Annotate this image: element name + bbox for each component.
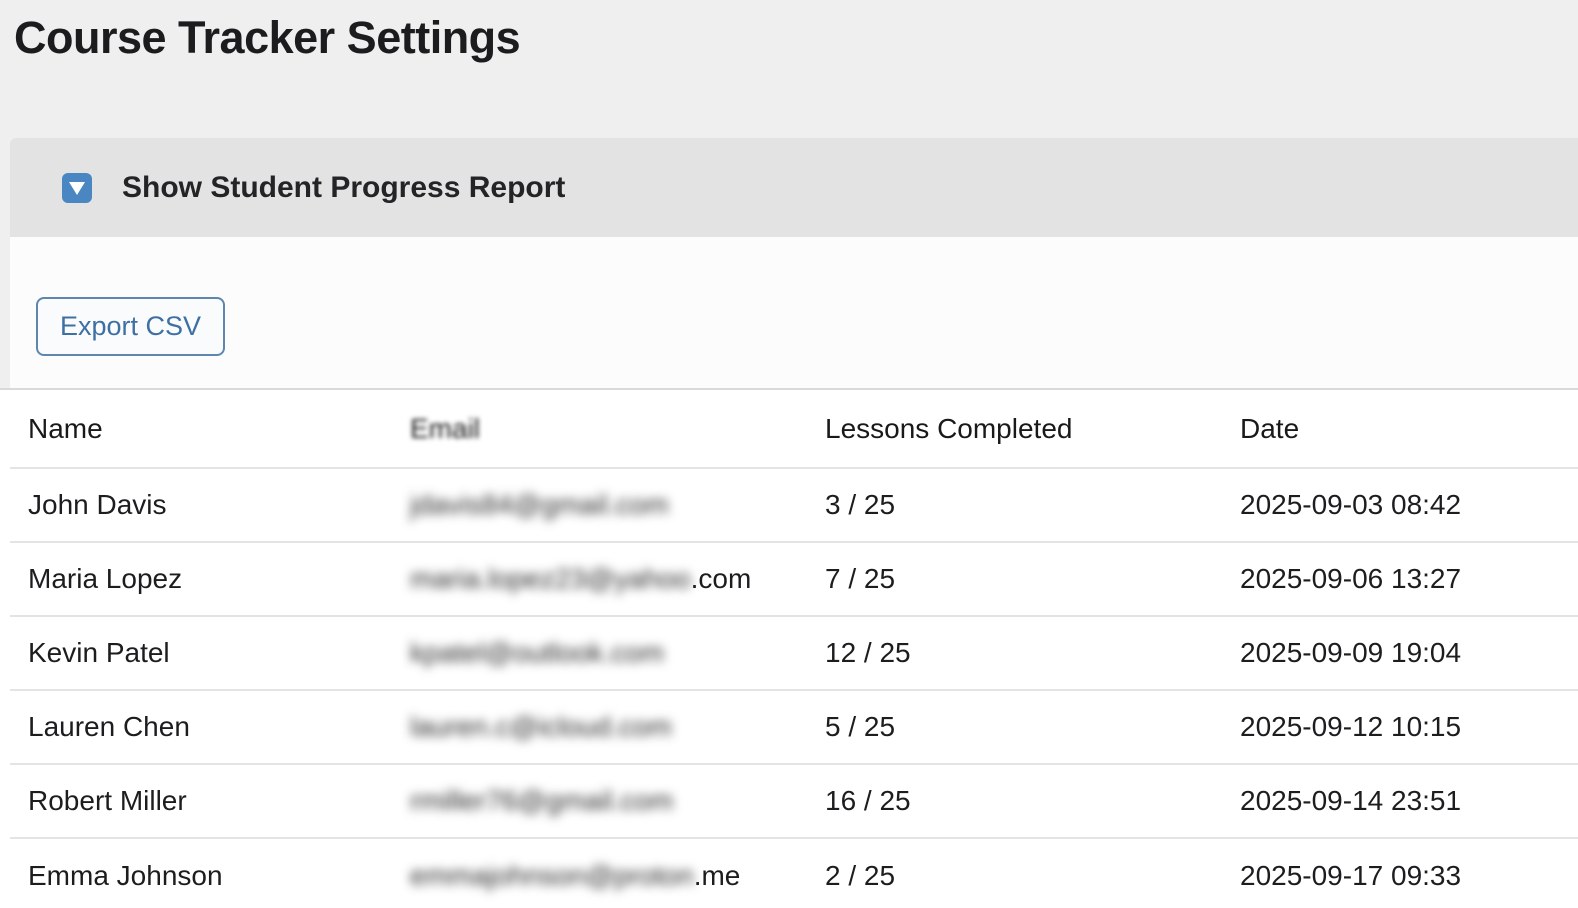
completion-date: 2025-09-06 13:27 <box>1240 563 1462 594</box>
progress-report-accordion-toggle[interactable]: Show Student Progress Report <box>10 138 1578 237</box>
completion-date: 2025-09-09 19:04 <box>1240 637 1462 668</box>
lessons-completed: 16 / 25 <box>825 785 911 816</box>
student-email-redacted: maria.lopez23@yahoo <box>410 563 691 594</box>
student-email-clear: .com <box>690 563 752 594</box>
column-header-email-label: Email <box>410 412 481 444</box>
page-title: Course Tracker Settings <box>14 12 521 63</box>
table-header-row: Name Email Lessons Completed Date <box>10 390 1578 468</box>
table-row: Robert Miller rmiller76@gmail.com 16 / 2… <box>10 764 1578 838</box>
lessons-completed: 7 / 25 <box>825 563 896 594</box>
student-name: John Davis <box>28 489 167 520</box>
table-row: Emma Johnson emmajohnson@proton.me 2 / 2… <box>10 838 1578 908</box>
column-header-email: Email <box>392 390 807 468</box>
student-email: lauren.c@icloud.com <box>392 690 807 764</box>
completion-date: 2025-09-17 09:33 <box>1240 859 1462 891</box>
student-name: Kevin Patel <box>28 637 170 668</box>
completion-date: 2025-09-14 23:51 <box>1240 785 1462 816</box>
report-panel: Export CSV <box>10 237 1578 388</box>
table-row: John Davis jdavis84@gmail.com 3 / 25 202… <box>10 468 1578 542</box>
student-email: maria.lopez23@yahoo.com <box>392 542 807 616</box>
lessons-completed: 5 / 25 <box>825 711 896 742</box>
student-progress-table-section: Name Email Lessons Completed Date John D… <box>0 388 1578 908</box>
table-row: Maria Lopez maria.lopez23@yahoo.com 7 / … <box>10 542 1578 616</box>
student-email-clear: .me <box>693 859 741 891</box>
student-email-redacted: emmajohnson@proton <box>410 859 694 891</box>
student-name: Maria Lopez <box>28 563 183 594</box>
student-email: emmajohnson@proton.me <box>392 838 807 908</box>
student-name: Emma Johnson <box>28 859 223 891</box>
student-email: rmiller76@gmail.com <box>392 764 807 838</box>
column-header-lessons: Lessons Completed <box>825 412 1073 444</box>
column-header-name: Name <box>28 412 103 444</box>
lessons-completed: 12 / 25 <box>825 637 911 668</box>
completion-date: 2025-09-12 10:15 <box>1240 711 1462 742</box>
student-email-redacted: lauren.c@icloud.com <box>410 711 672 742</box>
student-email: kpatel@outlook.com <box>392 616 807 690</box>
student-email-redacted: jdavis84@gmail.com <box>410 489 669 520</box>
lessons-completed: 3 / 25 <box>825 489 896 520</box>
student-name: Robert Miller <box>28 785 187 816</box>
table-body: John Davis jdavis84@gmail.com 3 / 25 202… <box>10 468 1578 908</box>
accordion-label: Show Student Progress Report <box>122 170 566 204</box>
student-name: Lauren Chen <box>28 711 190 742</box>
student-email-redacted: kpatel@outlook.com <box>410 637 665 668</box>
student-email: jdavis84@gmail.com <box>392 468 807 542</box>
triangle-down-icon <box>62 172 92 203</box>
student-progress-table: Name Email Lessons Completed Date John D… <box>10 390 1578 908</box>
table-row: Kevin Patel kpatel@outlook.com 12 / 25 2… <box>10 616 1578 690</box>
lessons-completed: 2 / 25 <box>825 859 896 891</box>
table-row: Lauren Chen lauren.c@icloud.com 5 / 25 2… <box>10 690 1578 764</box>
student-email-redacted: rmiller76@gmail.com <box>410 785 674 816</box>
column-header-date: Date <box>1240 412 1300 444</box>
export-csv-button[interactable]: Export CSV <box>36 297 225 356</box>
completion-date: 2025-09-03 08:42 <box>1240 489 1462 520</box>
